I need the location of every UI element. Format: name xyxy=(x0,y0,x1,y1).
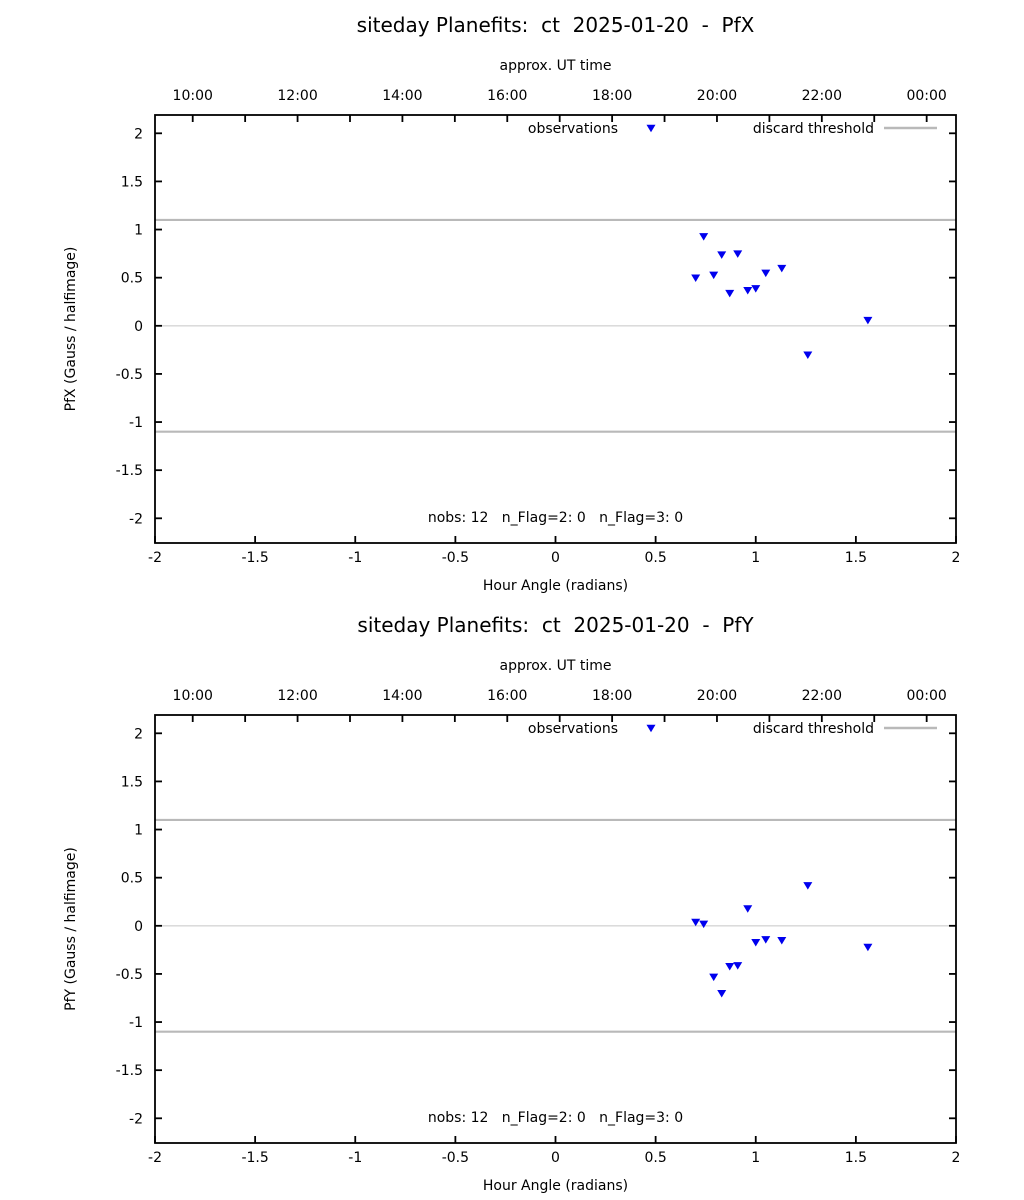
x-tick-label: -2 xyxy=(148,1150,162,1166)
x-tick-label: -1 xyxy=(348,550,362,566)
x2-tick-label: 22:00 xyxy=(802,688,842,704)
stats-text: nobs: 12 n_Flag=2: 0 n_Flag=3: 0 xyxy=(428,510,683,526)
data-point xyxy=(803,882,813,890)
x-tick-label: 1 xyxy=(751,550,760,566)
pfy-chart-svg: 10:00 12:00 14:00 16:00 18:00 20:00 22:00 00:00… xyxy=(63,613,961,1194)
x2-tick-label: 22:00 xyxy=(802,88,842,104)
x2-tick-label: 16:00 xyxy=(487,88,527,104)
chart-title: siteday Planefits: ct 2025-01-20 - PfX xyxy=(357,13,755,37)
x2-tick-label: 00:00 xyxy=(906,88,946,104)
x2-tick-label: 14:00 xyxy=(382,688,422,704)
x2-tick-label: 10:00 xyxy=(173,688,213,704)
x-tick-label: 0.5 xyxy=(644,1150,666,1166)
data-point xyxy=(717,251,727,259)
y-tick-label: -1.5 xyxy=(116,463,143,479)
x2-tick-label: 10:00 xyxy=(173,88,213,104)
pfx-generated-plot: 10:00 12:00 14:00 16:00 18:00 20:00 22:00 00:00… xyxy=(116,88,961,566)
x-tick-label: 2 xyxy=(952,550,961,566)
x-tick-label: 2 xyxy=(952,1150,961,1166)
x-tick-label: 0 xyxy=(551,1150,560,1166)
x2-tick-label: 18:00 xyxy=(592,688,632,704)
x-tick-label: 0.5 xyxy=(644,550,666,566)
legend-threshold-label: discard threshold xyxy=(753,121,874,137)
x-tick-label: 0 xyxy=(551,550,560,566)
legend-observations-marker-icon xyxy=(646,124,656,133)
plot-frame xyxy=(154,714,957,1144)
data-point xyxy=(761,936,771,944)
pfy-generated-plot: 10:00 12:00 14:00 16:00 18:00 20:00 22:00 00:00… xyxy=(116,688,961,1166)
x-tick-label: -2 xyxy=(148,550,162,566)
data-point xyxy=(863,316,873,325)
data-point xyxy=(733,250,743,258)
data-point xyxy=(691,274,701,282)
data-point xyxy=(733,962,743,970)
data-point xyxy=(751,285,761,293)
x-tick-label: -1 xyxy=(348,1150,362,1166)
y-tick-label: 0.5 xyxy=(121,271,143,287)
y-tick-label: -1 xyxy=(129,1015,143,1031)
data-point xyxy=(761,269,771,278)
x-tick-label: -1.5 xyxy=(241,550,268,566)
data-point xyxy=(863,943,873,952)
data-point xyxy=(751,938,761,947)
data-point xyxy=(725,963,735,971)
x-axis-label: Hour Angle (radians) xyxy=(483,578,628,594)
x2-tick-label: 00:00 xyxy=(906,688,946,704)
data-point xyxy=(709,973,719,982)
x-tick-label: -0.5 xyxy=(442,1150,469,1166)
y-axis-label: PfY (Gauss / halfimage) xyxy=(63,847,79,1011)
ut-axis-label: approx. UT time xyxy=(500,58,612,74)
data-point xyxy=(803,351,813,359)
stats-text: nobs: 12 n_Flag=2: 0 n_Flag=3: 0 xyxy=(428,1110,683,1126)
x-tick-label: 1.5 xyxy=(845,1150,867,1166)
data-point xyxy=(717,989,727,998)
x-tick-label: -0.5 xyxy=(442,550,469,566)
y-tick-label: -0.5 xyxy=(116,367,143,383)
x2-tick-label: 14:00 xyxy=(382,88,422,104)
x-axis-label: Hour Angle (radians) xyxy=(483,1178,628,1194)
y-tick-label: -2 xyxy=(129,511,143,527)
data-point xyxy=(699,233,709,241)
ut-axis-label: approx. UT time xyxy=(500,658,612,674)
y-axis-label: PfX (Gauss / halfimage) xyxy=(63,247,79,412)
x-tick-label: 1.5 xyxy=(845,550,867,566)
data-point xyxy=(725,289,735,298)
data-point xyxy=(743,905,753,913)
chart-title: siteday Planefits: ct 2025-01-20 - PfY xyxy=(357,613,754,637)
y-tick-label: 1 xyxy=(134,823,143,839)
data-point xyxy=(699,920,709,929)
y-tick-label: -2 xyxy=(129,1111,143,1127)
x2-tick-label: 18:00 xyxy=(592,88,632,104)
y-tick-label: 1.5 xyxy=(121,174,143,190)
data-point xyxy=(743,286,753,295)
legend-threshold-label: discard threshold xyxy=(753,721,874,737)
y-tick-label: 2 xyxy=(134,126,143,142)
plot-frame xyxy=(154,114,957,544)
legend-observations-marker-icon xyxy=(646,724,656,733)
y-tick-label: 0 xyxy=(134,319,143,335)
data-point xyxy=(777,937,787,945)
x-tick-label: 1 xyxy=(751,1150,760,1166)
data-point xyxy=(691,918,701,927)
y-tick-label: 0.5 xyxy=(121,871,143,887)
x2-tick-label: 16:00 xyxy=(487,688,527,704)
x-tick-label: -1.5 xyxy=(241,1150,268,1166)
y-tick-label: 2 xyxy=(134,726,143,742)
x2-tick-label: 20:00 xyxy=(697,688,737,704)
y-tick-label: -1 xyxy=(129,415,143,431)
legend-observations-label: observations xyxy=(528,121,618,137)
data-point xyxy=(709,271,719,280)
pfx-chart-svg: 10:00 12:00 14:00 16:00 18:00 20:00 22:00 00:00… xyxy=(63,13,961,594)
y-tick-label: 1 xyxy=(134,223,143,239)
y-tick-label: 0 xyxy=(134,919,143,935)
y-tick-label: -0.5 xyxy=(116,967,143,983)
y-tick-label: 1.5 xyxy=(121,774,143,790)
legend-observations-label: observations xyxy=(528,721,618,737)
y-tick-label: -1.5 xyxy=(116,1063,143,1079)
x2-tick-label: 12:00 xyxy=(277,88,317,104)
data-point xyxy=(777,264,787,273)
x2-tick-label: 20:00 xyxy=(697,88,737,104)
x2-tick-label: 12:00 xyxy=(277,688,317,704)
